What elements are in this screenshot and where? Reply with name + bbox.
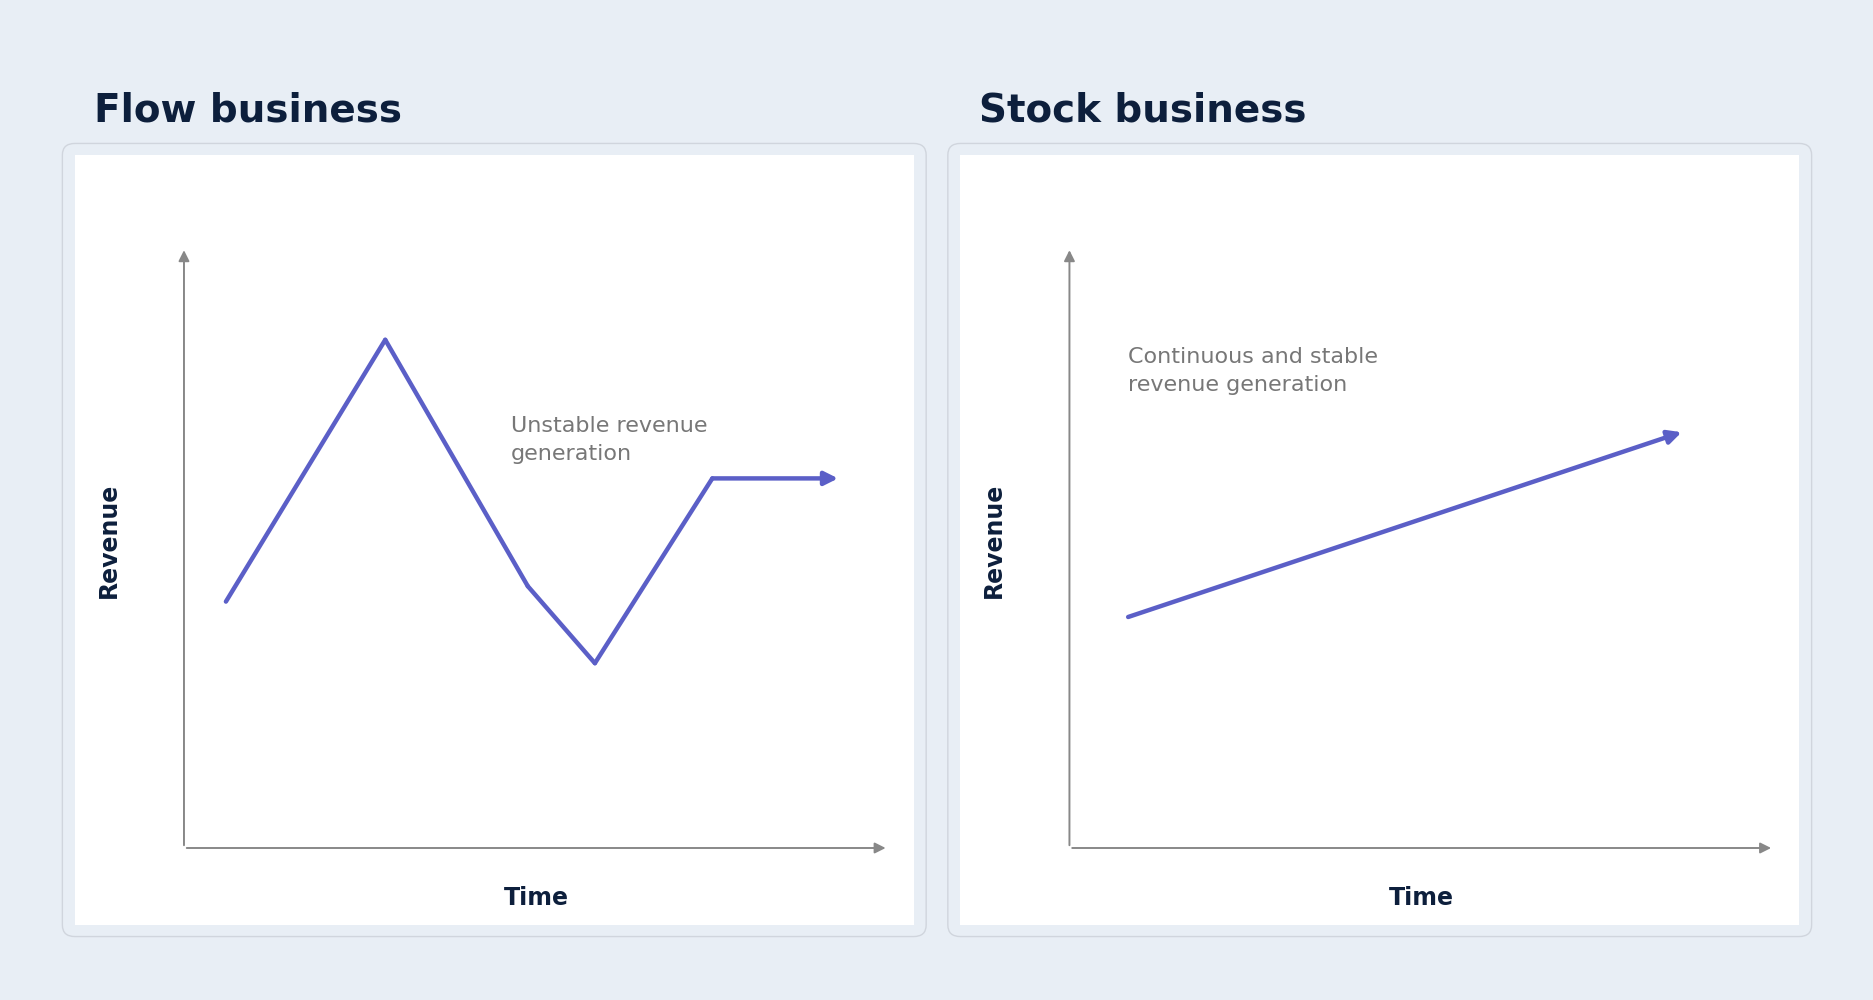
Text: Revenue: Revenue xyxy=(981,482,1006,598)
Text: Continuous and stable
revenue generation: Continuous and stable revenue generation xyxy=(1128,347,1377,395)
Text: Time: Time xyxy=(504,886,568,910)
Text: Unstable revenue
generation: Unstable revenue generation xyxy=(511,416,708,464)
Text: Flow business: Flow business xyxy=(94,92,401,130)
Text: Time: Time xyxy=(1388,886,1453,910)
Text: Stock business: Stock business xyxy=(978,92,1305,130)
Text: Revenue: Revenue xyxy=(96,482,120,598)
